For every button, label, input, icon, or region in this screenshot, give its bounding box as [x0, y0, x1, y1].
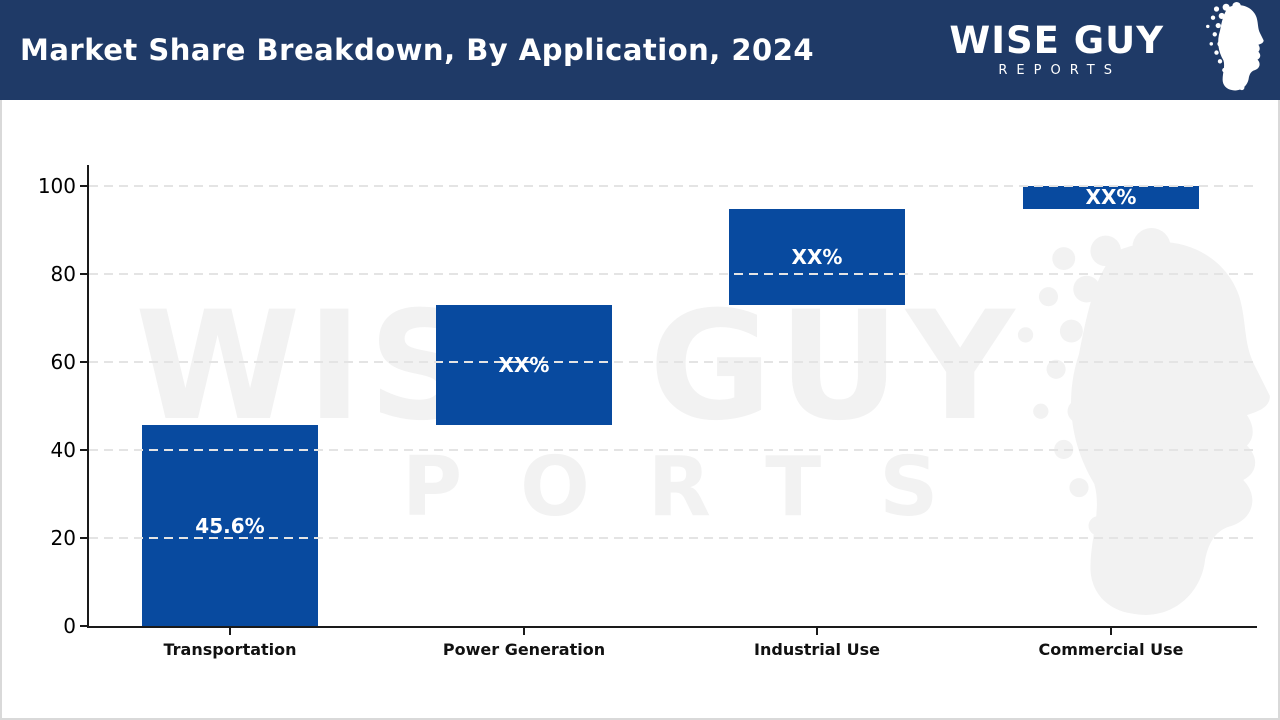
watermark-subtext: PORTS: [402, 440, 997, 535]
logo-head-icon: [1206, 2, 1264, 91]
logo-brand-text: WISE GUY REPORTS: [949, 22, 1164, 78]
logo-wordmark: WISE GUY: [949, 19, 1164, 62]
header-bar: Market Share Breakdown, By Application, …: [0, 0, 1280, 100]
page-title: Market Share Breakdown, By Application, …: [20, 33, 815, 67]
watermark-head-icon: [1017, 228, 1270, 615]
logo: WISE GUY REPORTS: [949, 2, 1266, 98]
logo-subtext: REPORTS: [998, 63, 1121, 78]
